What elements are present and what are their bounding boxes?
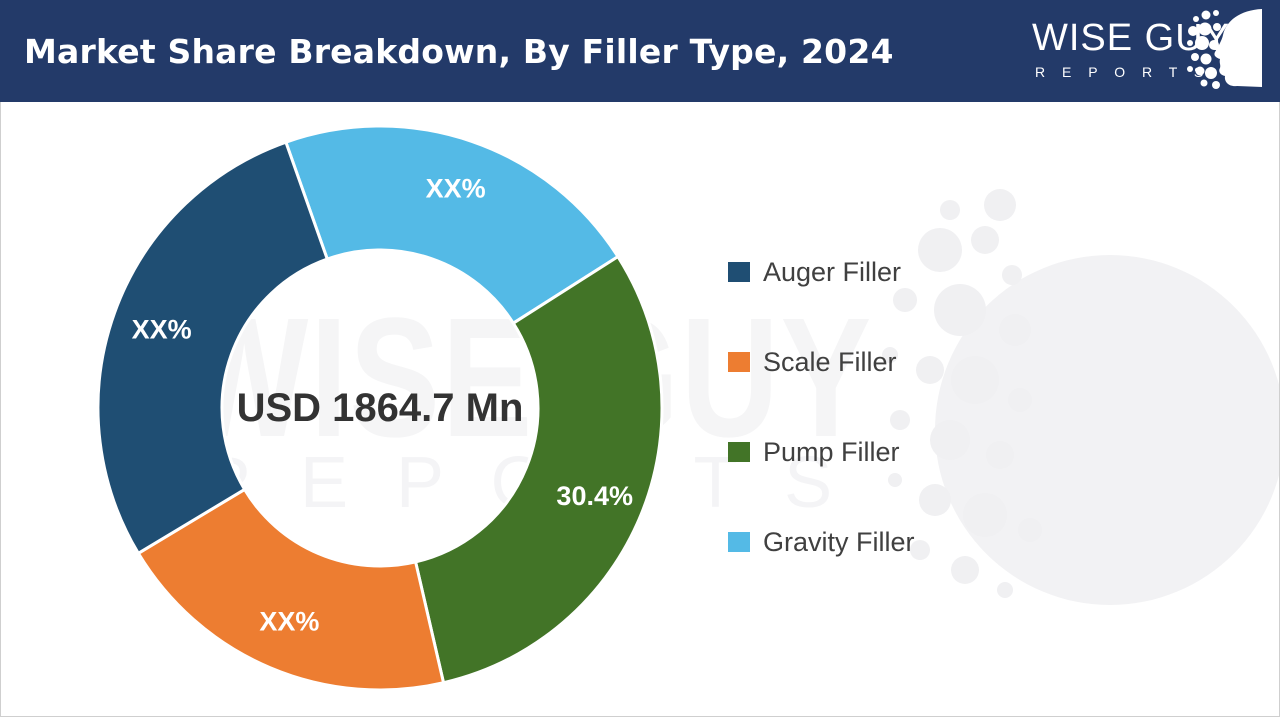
logo-reports-text: R E P O R T S bbox=[1035, 64, 1210, 80]
legend-label: Scale Filler bbox=[763, 346, 897, 377]
donut-segment-gravity-filler bbox=[284, 124, 620, 325]
legend-label: Pump Filler bbox=[763, 436, 900, 467]
legend-item-pump-filler: Pump Filler bbox=[728, 435, 915, 469]
wiseguy-logo: WISE GUY R E P O R T S bbox=[1032, 9, 1262, 89]
logo-face-icon bbox=[1187, 9, 1262, 89]
donut-segment-pump-filler bbox=[414, 255, 664, 685]
chart-legend: Auger Filler Scale Filler Pump Filler Gravi… bbox=[728, 255, 915, 559]
legend-label: Gravity Filler bbox=[763, 526, 915, 557]
legend-item-scale-filler: Scale Filler bbox=[728, 345, 915, 379]
segment-label-pump-filler: 30.4% bbox=[556, 481, 633, 511]
legend-swatch bbox=[728, 532, 750, 552]
segment-label-scale-filler: XX% bbox=[259, 607, 319, 637]
legend-swatch bbox=[728, 442, 750, 462]
legend-item-auger-filler: Auger Filler bbox=[728, 255, 915, 289]
header-bar: Market Share Breakdown, By Filler Type, … bbox=[0, 0, 1280, 102]
legend-swatch bbox=[728, 262, 750, 282]
segment-label-gravity-filler: XX% bbox=[426, 174, 486, 204]
legend-label: Auger Filler bbox=[763, 256, 902, 287]
legend-item-gravity-filler: Gravity Filler bbox=[728, 525, 915, 559]
segment-label-auger-filler: XX% bbox=[132, 315, 192, 345]
donut-segment-scale-filler bbox=[136, 487, 446, 692]
page-title: Market Share Breakdown, By Filler Type, … bbox=[24, 31, 894, 71]
legend-swatch bbox=[728, 352, 750, 372]
donut-center-value: USD 1864.7 Mn bbox=[236, 386, 524, 430]
logo-wordmark: WISE GUY bbox=[1032, 17, 1230, 59]
donut-segment-auger-filler bbox=[96, 140, 329, 555]
